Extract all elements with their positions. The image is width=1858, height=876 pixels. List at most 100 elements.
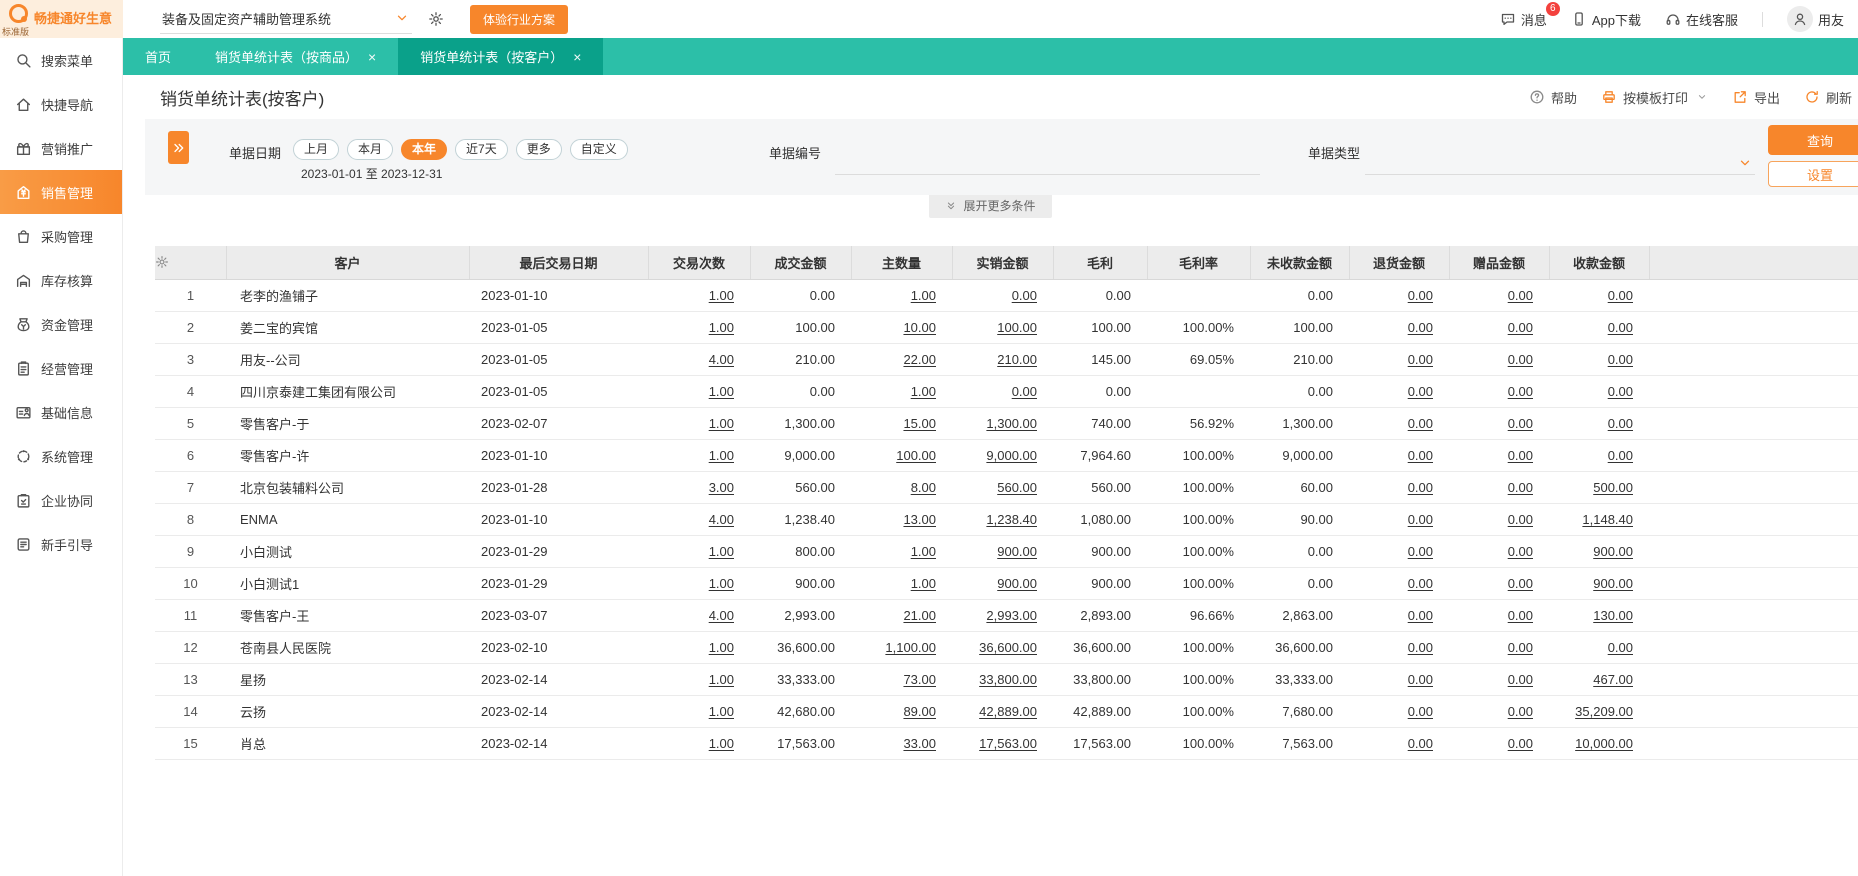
cell-received-amount[interactable]: 0.00	[1549, 311, 1649, 344]
sidebar-item-11[interactable]: 新手引导	[0, 522, 122, 566]
cell-trade-count[interactable]: 1.00	[648, 567, 750, 600]
date-pill-0[interactable]: 上月	[293, 139, 340, 160]
cell-trade-count[interactable]: 3.00	[648, 471, 750, 504]
cell-trade-count[interactable]: 1.00	[648, 727, 750, 760]
cell-received-amount[interactable]: 1,148.40	[1549, 503, 1649, 536]
cell-net-sales[interactable]: 0.00	[952, 279, 1053, 312]
cell-main-qty[interactable]: 1.00	[851, 375, 952, 408]
cell-refund-amount[interactable]: 0.00	[1349, 407, 1449, 440]
col-header-trade-count[interactable]: 交易次数	[648, 246, 751, 280]
tab-1[interactable]: 销货单统计表（按商品） ×	[193, 38, 398, 75]
sidebar-item-0[interactable]: 搜索菜单	[0, 38, 122, 82]
cell-refund-amount[interactable]: 0.00	[1349, 663, 1449, 696]
col-header-deal-amount[interactable]: 成交金额	[750, 246, 852, 280]
cell-gift-amount[interactable]: 0.00	[1449, 503, 1549, 536]
sidebar-item-9[interactable]: 系统管理	[0, 434, 122, 478]
tab-2[interactable]: 销货单统计表（按客户） ×	[398, 38, 604, 75]
sidebar-item-4[interactable]: 采购管理	[0, 214, 122, 258]
cell-refund-amount[interactable]: 0.00	[1349, 279, 1449, 312]
cell-gift-amount[interactable]: 0.00	[1449, 695, 1549, 728]
cell-gift-amount[interactable]: 0.00	[1449, 343, 1549, 376]
refresh-button[interactable]: 刷新	[1804, 88, 1852, 107]
cell-net-sales[interactable]: 1,238.40	[952, 503, 1053, 536]
cell-main-qty[interactable]: 73.00	[851, 663, 952, 696]
cell-trade-count[interactable]: 1.00	[648, 407, 750, 440]
sidebar-item-10[interactable]: 企业协同	[0, 478, 122, 522]
cell-gift-amount[interactable]: 0.00	[1449, 727, 1549, 760]
date-pill-5[interactable]: 自定义	[569, 139, 628, 160]
col-header-net-sales[interactable]: 实销金额	[952, 246, 1054, 280]
cell-gift-amount[interactable]: 0.00	[1449, 311, 1549, 344]
cell-trade-count[interactable]: 1.00	[648, 375, 750, 408]
cell-net-sales[interactable]: 2,993.00	[952, 599, 1053, 632]
cell-gift-amount[interactable]: 0.00	[1449, 599, 1549, 632]
cell-net-sales[interactable]: 560.00	[952, 471, 1053, 504]
cell-main-qty[interactable]: 22.00	[851, 343, 952, 376]
cell-received-amount[interactable]: 130.00	[1549, 599, 1649, 632]
cell-received-amount[interactable]: 900.00	[1549, 535, 1649, 568]
cell-main-qty[interactable]: 33.00	[851, 727, 952, 760]
doc-no-input[interactable]	[835, 149, 1260, 175]
cell-refund-amount[interactable]: 0.00	[1349, 343, 1449, 376]
messages-button[interactable]: 消息 6	[1500, 1, 1560, 29]
cell-net-sales[interactable]: 1,300.00	[952, 407, 1053, 440]
date-pill-3[interactable]: 近7天	[455, 139, 508, 160]
cell-gift-amount[interactable]: 0.00	[1449, 535, 1549, 568]
sidebar-item-6[interactable]: 资金管理	[0, 302, 122, 346]
col-header-gross-margin[interactable]: 毛利率	[1147, 246, 1251, 280]
col-header-gift-amount[interactable]: 赠品金额	[1449, 246, 1550, 280]
expand-more-button[interactable]: 展开更多条件	[929, 193, 1052, 218]
cell-main-qty[interactable]: 1.00	[851, 567, 952, 600]
cell-main-qty[interactable]: 10.00	[851, 311, 952, 344]
col-header-unreceived[interactable]: 未收款金额	[1250, 246, 1350, 280]
chevron-down-icon[interactable]	[1696, 91, 1708, 103]
col-header-customer[interactable]: 客户	[226, 246, 470, 280]
export-button[interactable]: 导出	[1732, 88, 1780, 107]
cell-refund-amount[interactable]: 0.00	[1349, 599, 1449, 632]
sidebar-item-2[interactable]: 营销推广	[0, 126, 122, 170]
cell-gift-amount[interactable]: 0.00	[1449, 407, 1549, 440]
settings-button[interactable]: 设置	[1768, 161, 1858, 187]
cell-refund-amount[interactable]: 0.00	[1349, 567, 1449, 600]
cell-received-amount[interactable]: 35,209.00	[1549, 695, 1649, 728]
close-icon[interactable]: ×	[573, 48, 582, 65]
cell-net-sales[interactable]: 100.00	[952, 311, 1053, 344]
collapse-filter-button[interactable]	[168, 131, 189, 164]
cell-refund-amount[interactable]: 0.00	[1349, 535, 1449, 568]
cell-main-qty[interactable]: 100.00	[851, 439, 952, 472]
cell-received-amount[interactable]: 0.00	[1549, 631, 1649, 664]
cell-main-qty[interactable]: 1.00	[851, 279, 952, 312]
gear-icon[interactable]	[428, 11, 444, 27]
user-menu[interactable]: 用友	[1786, 6, 1844, 32]
print-by-template-button[interactable]: 按模板打印	[1601, 88, 1708, 107]
query-button[interactable]: 查询	[1768, 125, 1858, 155]
cell-main-qty[interactable]: 1.00	[851, 535, 952, 568]
experience-industry-button[interactable]: 体验行业方案	[470, 4, 569, 34]
cell-trade-count[interactable]: 1.00	[648, 695, 750, 728]
cell-trade-count[interactable]: 1.00	[648, 663, 750, 696]
cell-gift-amount[interactable]: 0.00	[1449, 279, 1549, 312]
close-icon[interactable]: ×	[368, 48, 377, 65]
column-settings-gear-icon[interactable]	[155, 255, 225, 269]
cell-gift-amount[interactable]: 0.00	[1449, 631, 1549, 664]
cell-received-amount[interactable]: 0.00	[1549, 375, 1649, 408]
cell-main-qty[interactable]: 21.00	[851, 599, 952, 632]
date-pill-2[interactable]: 本年	[401, 139, 448, 160]
cell-gift-amount[interactable]: 0.00	[1449, 439, 1549, 472]
cell-refund-amount[interactable]: 0.00	[1349, 503, 1449, 536]
cell-received-amount[interactable]: 500.00	[1549, 471, 1649, 504]
col-header-main-qty[interactable]: 主数量	[851, 246, 953, 280]
cell-net-sales[interactable]: 36,600.00	[952, 631, 1053, 664]
cell-refund-amount[interactable]: 0.00	[1349, 439, 1449, 472]
cell-trade-count[interactable]: 1.00	[648, 439, 750, 472]
cell-trade-count[interactable]: 4.00	[648, 503, 750, 536]
cell-net-sales[interactable]: 210.00	[952, 343, 1053, 376]
cell-net-sales[interactable]: 42,889.00	[952, 695, 1053, 728]
cell-gift-amount[interactable]: 0.00	[1449, 471, 1549, 504]
cell-main-qty[interactable]: 15.00	[851, 407, 952, 440]
cell-main-qty[interactable]: 89.00	[851, 695, 952, 728]
cell-gift-amount[interactable]: 0.00	[1449, 375, 1549, 408]
help-button[interactable]: 帮助	[1529, 88, 1577, 107]
cell-received-amount[interactable]: 0.00	[1549, 279, 1649, 312]
cell-received-amount[interactable]: 0.00	[1549, 343, 1649, 376]
